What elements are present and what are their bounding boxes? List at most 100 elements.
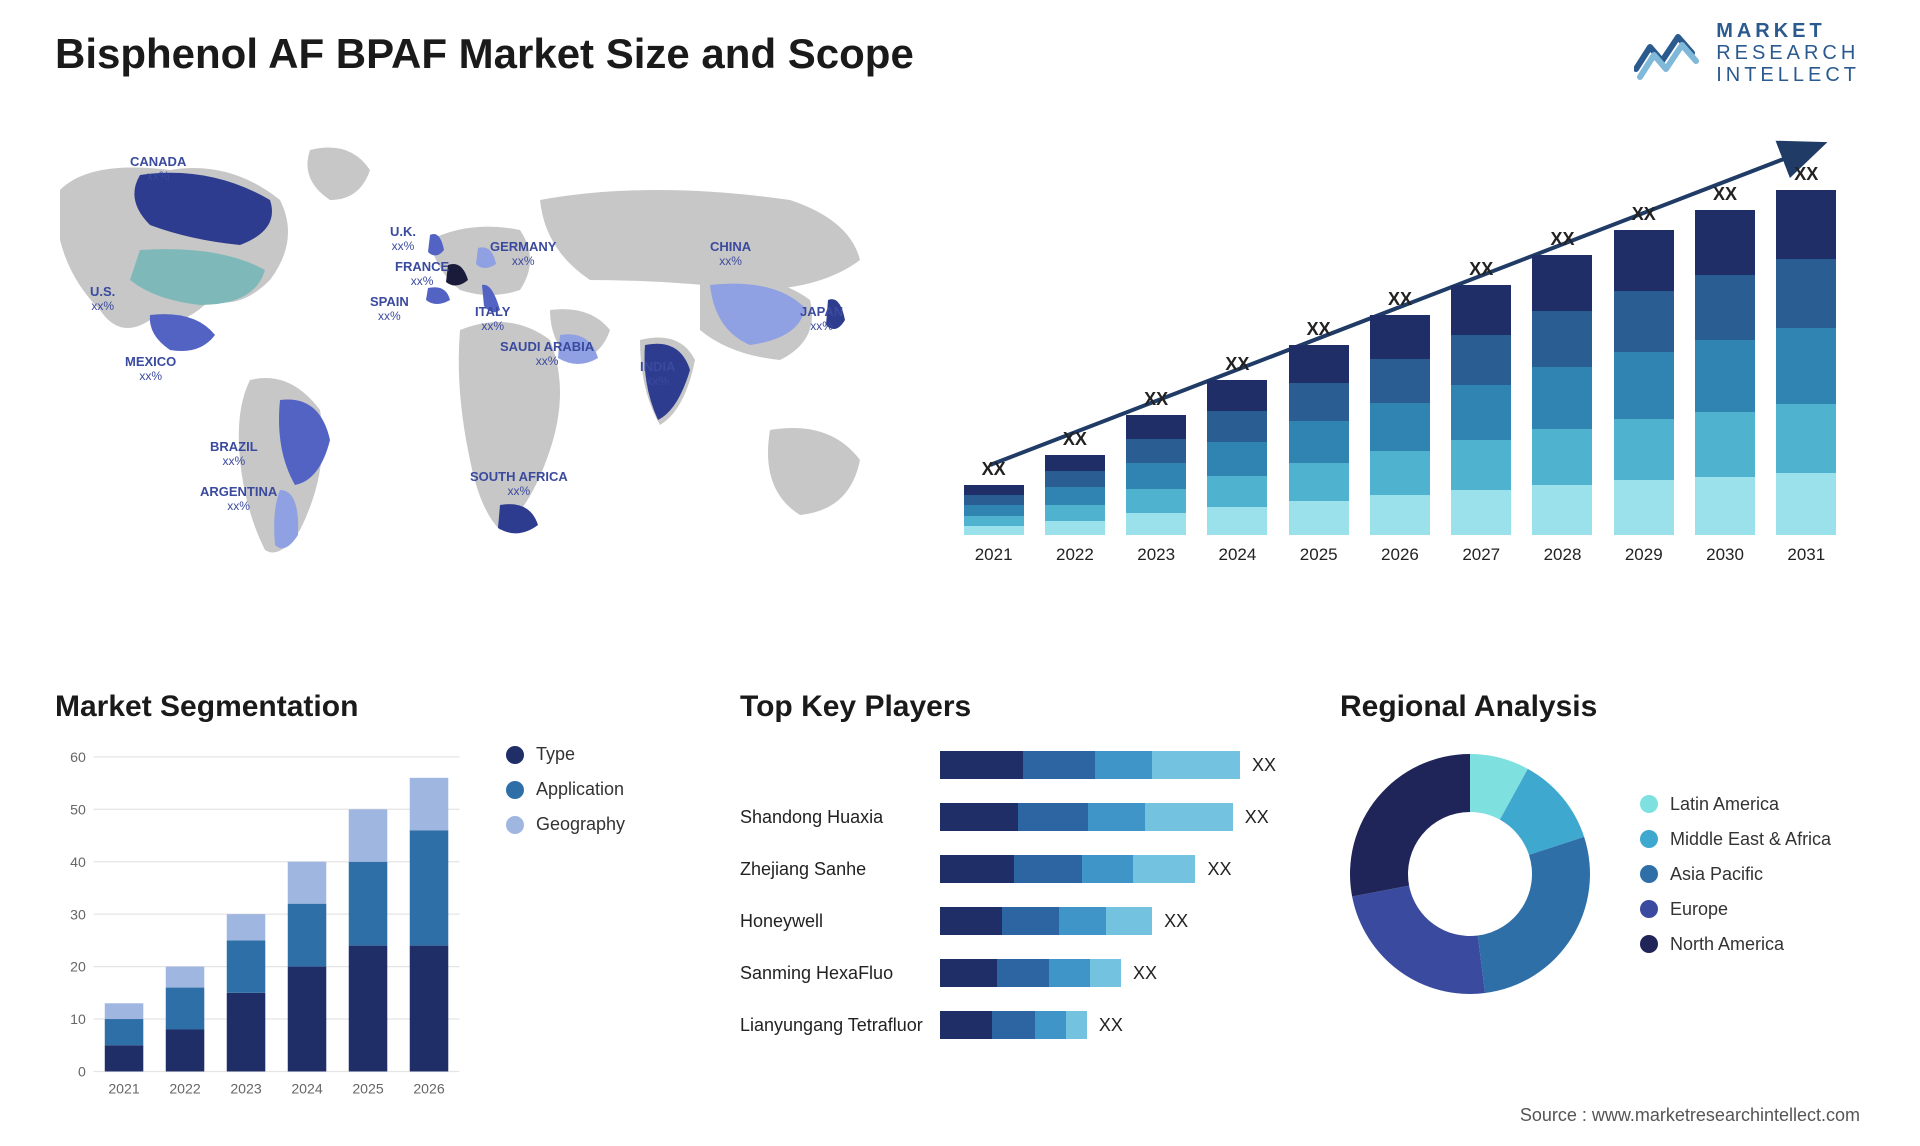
key-player-value: XX <box>1252 755 1276 776</box>
key-player-bar-segment <box>1082 855 1134 883</box>
growth-bar-segment <box>964 485 1024 495</box>
key-player-label: Honeywell <box>740 911 940 932</box>
regional-title: Regional Analysis <box>1340 690 1880 724</box>
segmentation-chart: 0102030405060202120222023202420252026 <box>55 744 466 1104</box>
growth-bar: XX <box>1773 190 1840 535</box>
growth-bar-segment <box>1451 385 1511 440</box>
growth-bar-segment <box>964 516 1024 526</box>
growth-x-label: 2031 <box>1773 545 1840 575</box>
map-label: SAUDI ARABIAxx% <box>500 340 594 369</box>
donut-slice <box>1352 886 1485 994</box>
key-player-value: XX <box>1164 911 1188 932</box>
svg-text:2025: 2025 <box>352 1080 384 1096</box>
growth-bar-value: XX <box>1469 259 1493 280</box>
key-player-bar-segment <box>1035 1011 1066 1039</box>
growth-bar: XX <box>1285 345 1352 535</box>
growth-bar: XX <box>1366 315 1433 535</box>
map-label: BRAZILxx% <box>210 440 258 469</box>
svg-text:60: 60 <box>70 749 86 765</box>
legend-label: Geography <box>536 814 625 835</box>
map-label: CANADAxx% <box>130 155 186 184</box>
map-label: FRANCExx% <box>395 260 449 289</box>
regional-legend: Latin AmericaMiddle East & AfricaAsia Pa… <box>1640 794 1831 955</box>
seg-bar-segment <box>349 809 388 861</box>
growth-bar-segment <box>1451 440 1511 490</box>
key-player-bar-segment <box>1023 751 1095 779</box>
growth-x-label: 2023 <box>1123 545 1190 575</box>
map-label: MEXICOxx% <box>125 355 176 384</box>
donut-slice <box>1478 837 1590 993</box>
key-player-bar-segment <box>992 1011 1035 1039</box>
growth-bar-segment <box>1451 285 1511 335</box>
growth-bar: XX <box>1529 255 1596 535</box>
seg-bar-segment <box>105 1003 144 1019</box>
growth-bar-segment <box>1614 230 1674 291</box>
svg-text:2026: 2026 <box>413 1080 445 1096</box>
growth-bar-segment <box>1289 421 1349 463</box>
regional-section: Regional Analysis Latin America Middle Ea… <box>1340 690 1880 1004</box>
legend-item: Geography <box>506 814 625 835</box>
key-player-label: Shandong Huaxia <box>740 807 940 828</box>
key-player-value: XX <box>1208 859 1232 880</box>
seg-bar-segment <box>349 946 388 1072</box>
key-player-bar-segment <box>1145 803 1233 831</box>
legend-swatch-icon <box>506 781 524 799</box>
growth-bar-segment <box>1695 477 1755 536</box>
world-map: CANADAxx%U.S.xx%MEXICOxx%BRAZILxx%ARGENT… <box>30 130 910 580</box>
growth-bar-segment <box>1370 359 1430 403</box>
growth-bar-segment <box>1532 367 1592 429</box>
key-player-bar <box>940 1011 1087 1039</box>
key-player-bar <box>940 803 1233 831</box>
key-player-bar <box>940 959 1121 987</box>
legend-item: Middle East & Africa <box>1640 829 1831 850</box>
growth-bar-segment <box>1289 383 1349 421</box>
growth-bar-segment <box>1451 490 1511 535</box>
legend-label: Middle East & Africa <box>1670 829 1831 850</box>
key-player-bar <box>940 907 1152 935</box>
seg-bar-segment <box>227 993 266 1072</box>
growth-bar-value: XX <box>1225 354 1249 375</box>
growth-bar-value: XX <box>1632 204 1656 225</box>
seg-bar-segment <box>105 1019 144 1045</box>
segmentation-title: Market Segmentation <box>55 690 625 724</box>
legend-item: Type <box>506 744 625 765</box>
svg-text:20: 20 <box>70 959 86 975</box>
svg-text:50: 50 <box>70 801 86 817</box>
svg-text:2021: 2021 <box>108 1080 140 1096</box>
growth-bar-value: XX <box>1713 184 1737 205</box>
key-player-bar-segment <box>940 907 1002 935</box>
growth-bar-segment <box>1776 259 1836 328</box>
seg-bar-segment <box>410 778 449 830</box>
growth-bar-segment <box>1045 471 1105 487</box>
growth-bar-value: XX <box>982 459 1006 480</box>
key-player-bar-segment <box>1095 751 1152 779</box>
map-label: SPAINxx% <box>370 295 409 324</box>
svg-text:2023: 2023 <box>230 1080 262 1096</box>
key-player-row: Sanming HexaFluo XX <box>740 952 1300 994</box>
growth-x-label: 2021 <box>960 545 1027 575</box>
segmentation-section: Market Segmentation 01020304050602021202… <box>55 690 625 1104</box>
growth-bar-segment <box>1289 345 1349 383</box>
growth-x-label: 2026 <box>1366 545 1433 575</box>
growth-bar-segment <box>1126 463 1186 489</box>
growth-x-label: 2022 <box>1041 545 1108 575</box>
growth-bar-segment <box>1207 442 1267 476</box>
seg-bar-segment <box>166 988 205 1030</box>
key-player-label: Sanming HexaFluo <box>740 963 940 984</box>
svg-text:40: 40 <box>70 854 86 870</box>
seg-bar-segment <box>288 967 327 1072</box>
growth-bar-segment <box>1289 501 1349 535</box>
seg-bar-segment <box>227 940 266 992</box>
key-player-value: XX <box>1133 963 1157 984</box>
growth-bar-segment <box>1045 505 1105 521</box>
source-attribution: Source : www.marketresearchintellect.com <box>1520 1105 1860 1126</box>
legend-label: Latin America <box>1670 794 1779 815</box>
growth-bar-value: XX <box>1794 164 1818 185</box>
growth-bar-segment <box>1614 419 1674 480</box>
growth-bar-value: XX <box>1307 319 1331 340</box>
key-player-value: XX <box>1245 807 1269 828</box>
growth-bar-segment <box>1289 463 1349 501</box>
growth-bar-segment <box>1126 415 1186 439</box>
legend-label: Type <box>536 744 575 765</box>
segmentation-legend: TypeApplicationGeography <box>506 744 625 835</box>
